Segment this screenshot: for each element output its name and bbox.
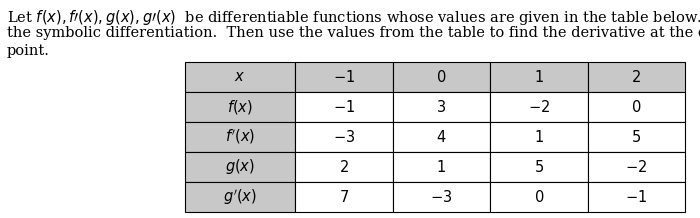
Bar — [185, 92, 295, 122]
Bar — [295, 182, 393, 212]
Text: $0$: $0$ — [533, 189, 544, 205]
Text: $1$: $1$ — [534, 69, 544, 85]
Bar — [393, 92, 490, 122]
Bar — [490, 92, 587, 122]
Text: $-3$: $-3$ — [430, 189, 452, 205]
Text: $-2$: $-2$ — [625, 159, 648, 175]
Text: $g(x)$: $g(x)$ — [225, 157, 255, 177]
Text: $4$: $4$ — [436, 129, 447, 145]
Bar — [185, 62, 295, 92]
Bar — [490, 182, 587, 212]
Bar — [295, 62, 393, 92]
Text: $-3$: $-3$ — [332, 129, 355, 145]
Bar — [587, 152, 685, 182]
Bar — [295, 122, 393, 152]
Bar — [185, 182, 295, 212]
Text: $-1$: $-1$ — [332, 69, 355, 85]
Text: $5$: $5$ — [533, 159, 544, 175]
Bar — [587, 62, 685, 92]
Text: $2$: $2$ — [339, 159, 349, 175]
Text: $0$: $0$ — [436, 69, 447, 85]
Bar — [490, 62, 587, 92]
Text: Let $f(x), f\prime(x), g(x), g\prime(x)$  be differentiable functions whose valu: Let $f(x), f\prime(x), g(x), g\prime(x)$… — [7, 8, 700, 27]
Bar — [393, 122, 490, 152]
Bar — [393, 182, 490, 212]
Text: $0$: $0$ — [631, 99, 641, 115]
Text: $1$: $1$ — [534, 129, 544, 145]
Text: the symbolic differentiation.  Then use the values from the table to find the de: the symbolic differentiation. Then use t… — [7, 26, 700, 40]
Text: $5$: $5$ — [631, 129, 641, 145]
Text: $x$: $x$ — [234, 70, 246, 84]
Text: point.: point. — [7, 44, 50, 58]
Text: $2$: $2$ — [631, 69, 641, 85]
Bar — [295, 92, 393, 122]
Text: $7$: $7$ — [339, 189, 349, 205]
Bar — [295, 152, 393, 182]
Text: $3$: $3$ — [436, 99, 447, 115]
Bar — [490, 152, 587, 182]
Text: $f(x)$: $f(x)$ — [227, 98, 253, 116]
Bar — [185, 122, 295, 152]
Text: $f'(x)$: $f'(x)$ — [225, 128, 256, 146]
Text: $1$: $1$ — [436, 159, 446, 175]
Text: $g'(x)$: $g'(x)$ — [223, 187, 257, 207]
Bar — [587, 92, 685, 122]
Bar — [587, 122, 685, 152]
Text: $-1$: $-1$ — [332, 99, 355, 115]
Bar — [490, 122, 587, 152]
Text: $-1$: $-1$ — [625, 189, 648, 205]
Bar — [393, 152, 490, 182]
Bar — [393, 62, 490, 92]
Bar — [185, 152, 295, 182]
Bar — [587, 182, 685, 212]
Text: $-2$: $-2$ — [528, 99, 550, 115]
